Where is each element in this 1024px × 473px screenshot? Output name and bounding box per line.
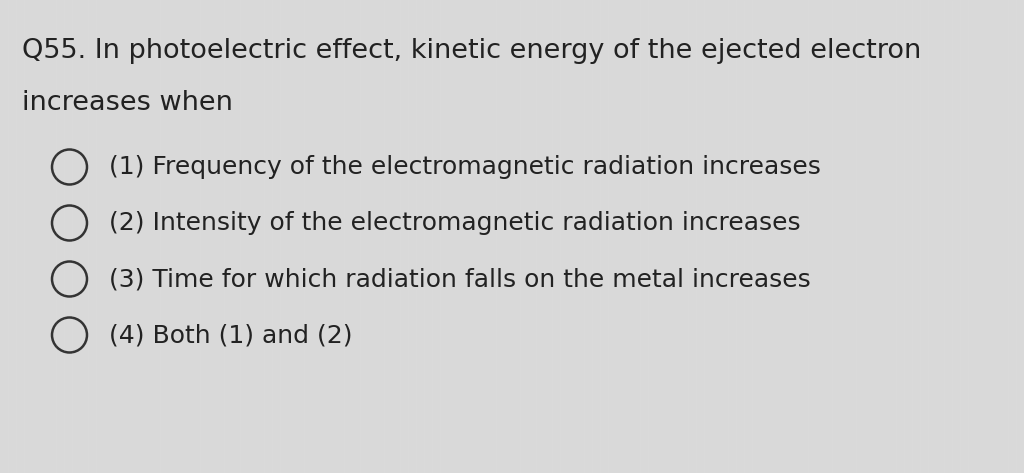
Text: Q55. In photoelectric effect, kinetic energy of the ejected electron: Q55. In photoelectric effect, kinetic en… bbox=[22, 38, 922, 64]
Text: increases when: increases when bbox=[22, 90, 232, 116]
Text: (1) Frequency of the electromagnetic radiation increases: (1) Frequency of the electromagnetic rad… bbox=[109, 155, 821, 179]
Text: (2) Intensity of the electromagnetic radiation increases: (2) Intensity of the electromagnetic rad… bbox=[109, 211, 801, 235]
Text: (4) Both (1) and (2): (4) Both (1) and (2) bbox=[109, 323, 352, 347]
Text: (3) Time for which radiation falls on the metal increases: (3) Time for which radiation falls on th… bbox=[109, 267, 811, 291]
